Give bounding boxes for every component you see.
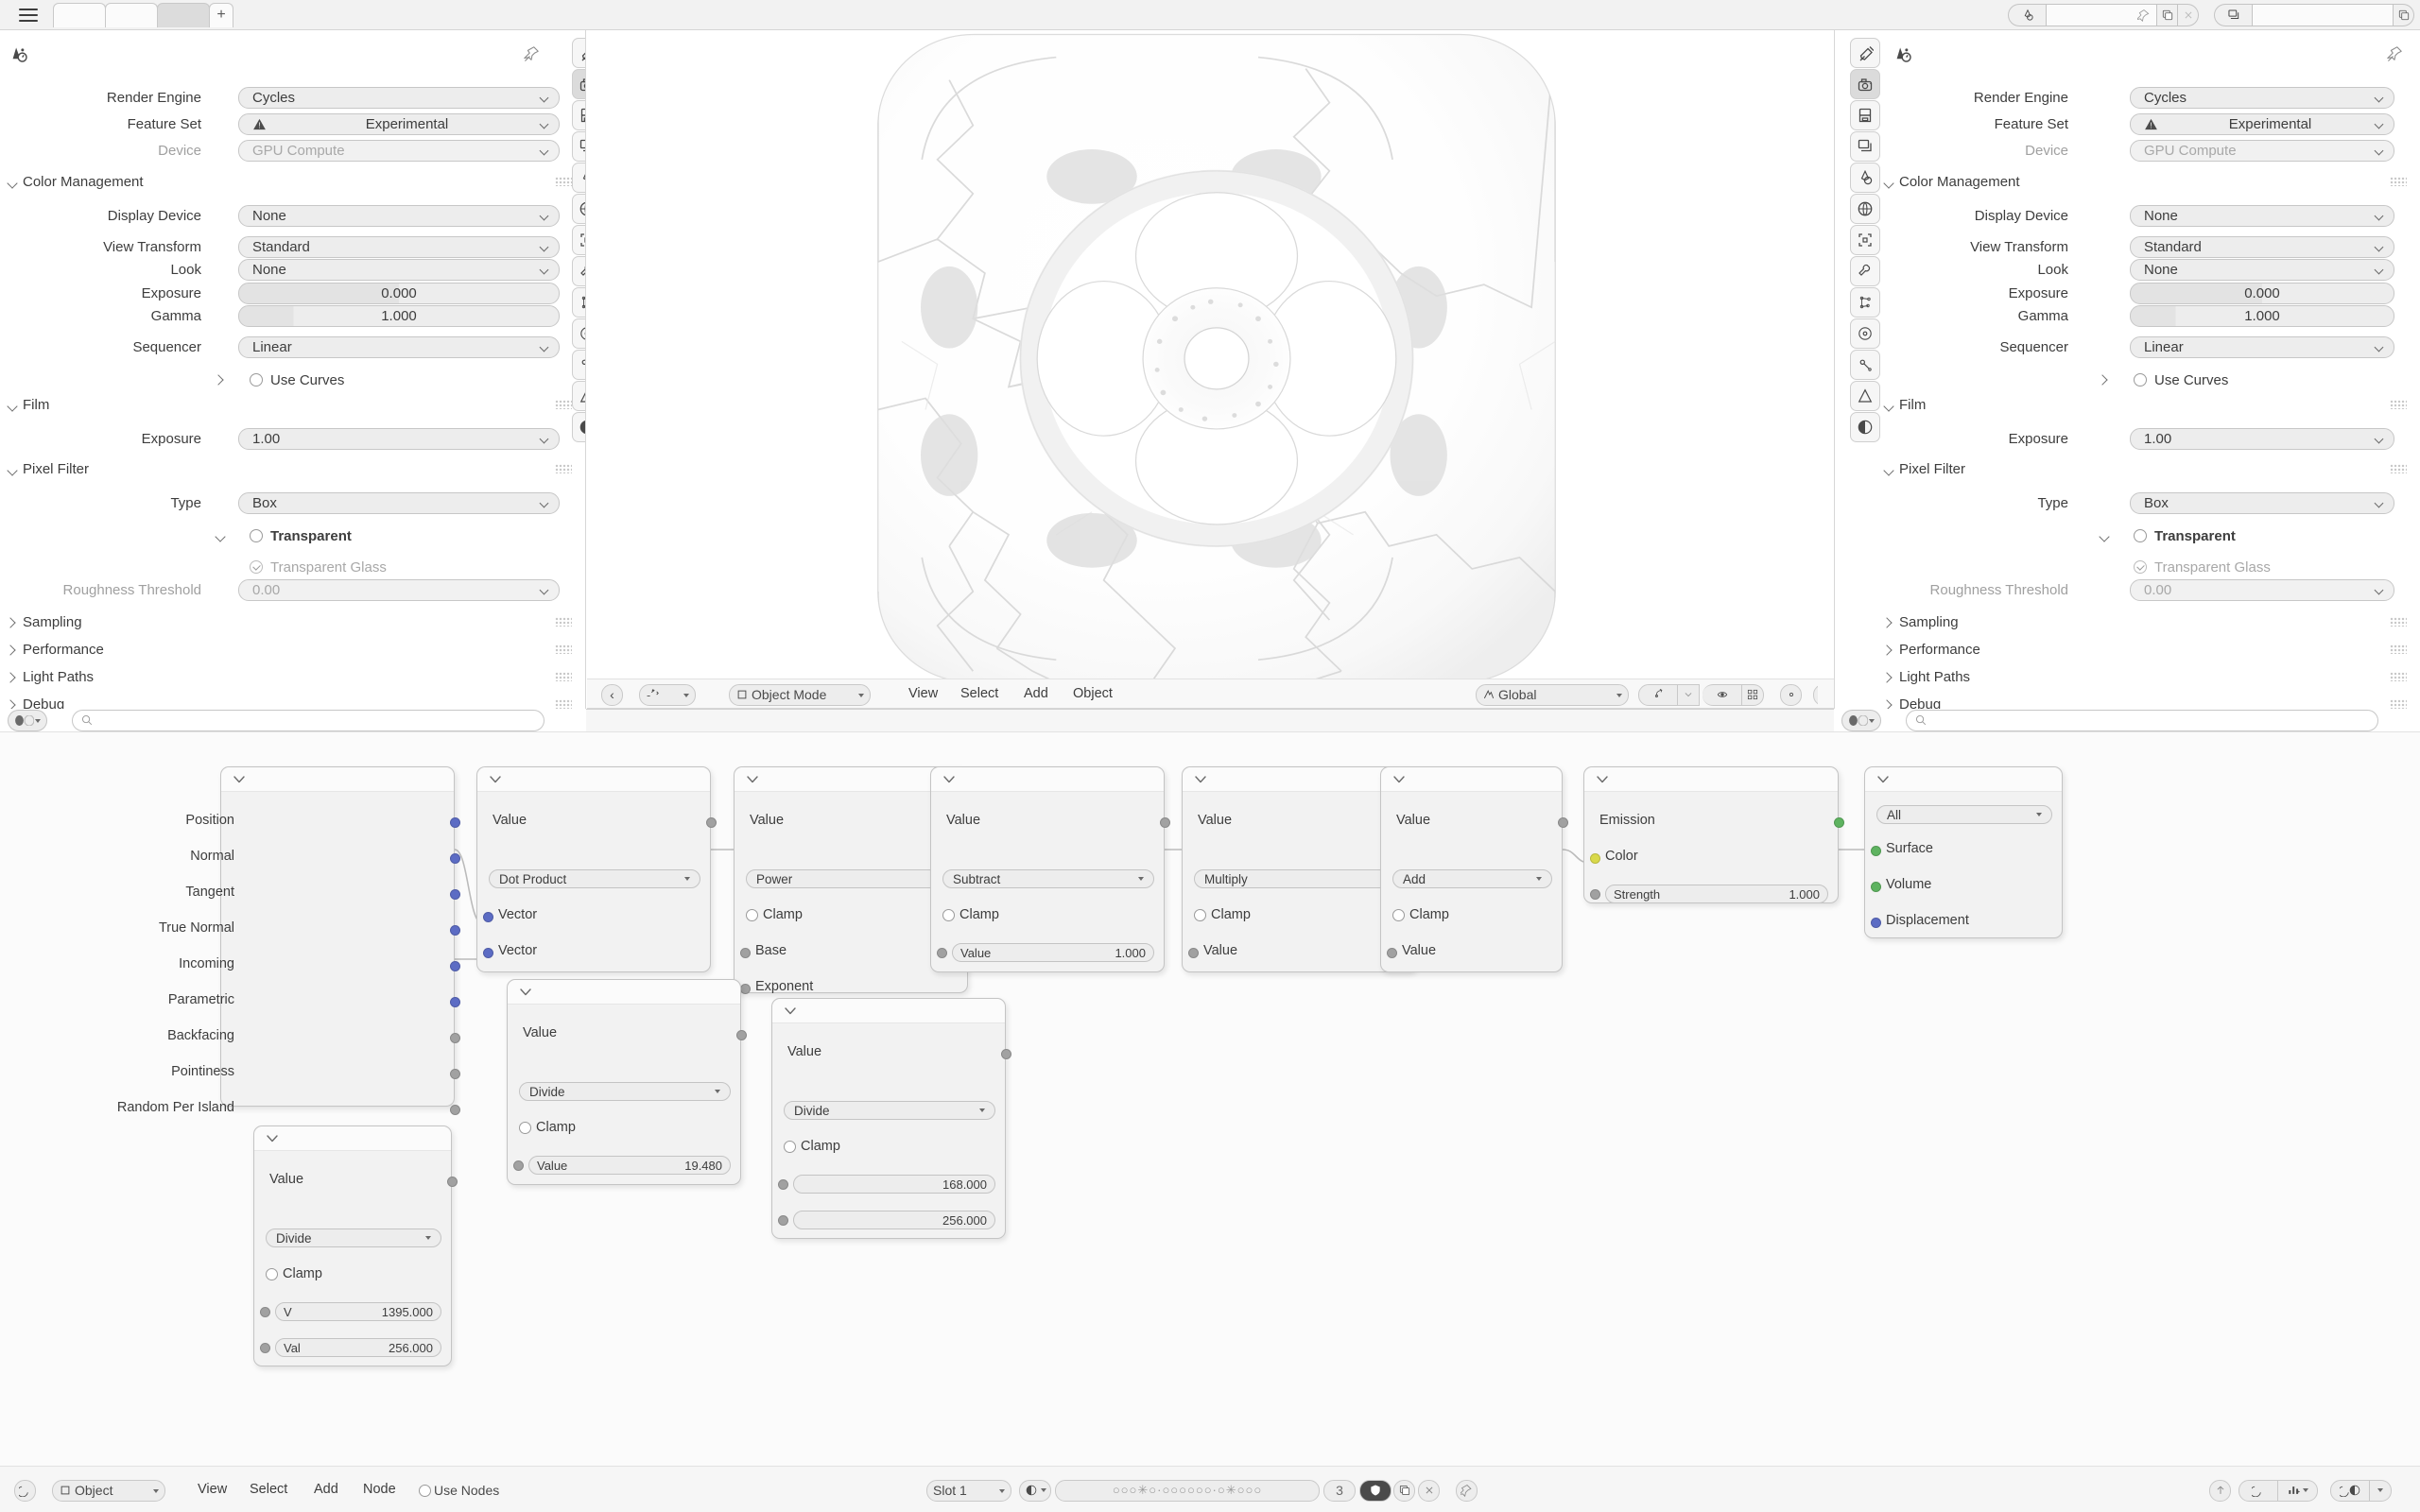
svg-text:!: !	[2150, 122, 2152, 130]
svg-text:!: !	[258, 122, 260, 130]
